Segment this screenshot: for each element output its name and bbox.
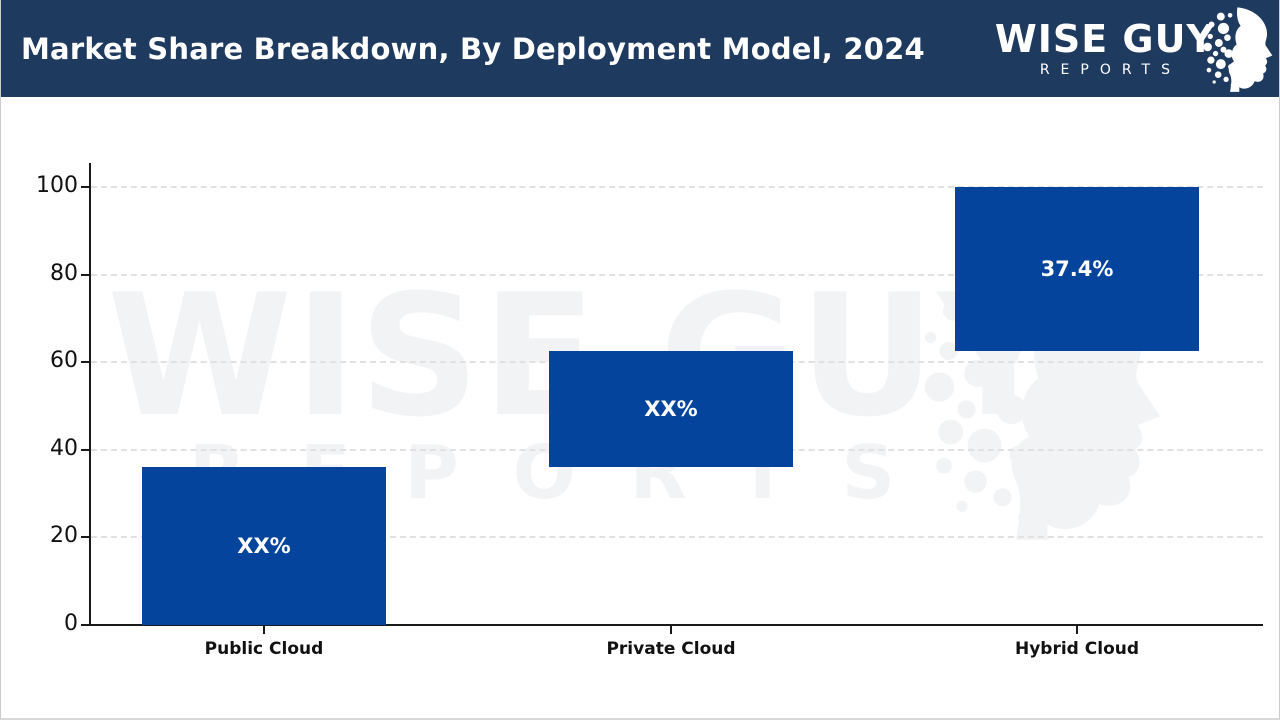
x-tick-label-private-cloud: Private Cloud: [606, 639, 736, 659]
y-tick-label-80: 80: [50, 260, 78, 286]
logo-reports-text: REPORTS: [1039, 61, 1181, 78]
gridline-y-100: [91, 186, 1263, 188]
logo-wise-guy-text: WISE GUY: [994, 17, 1215, 62]
bar-private-cloud: XX%: [549, 350, 793, 468]
y-tick-label-40: 40: [50, 435, 78, 461]
y-tick-label-60: 60: [50, 348, 78, 374]
gridline-y-80: [91, 273, 1263, 276]
bar-value-label-private-cloud: XX%: [644, 397, 698, 422]
x-tick-public-cloud: [263, 626, 265, 634]
bar-value-label-public-cloud: XX%: [237, 534, 291, 559]
x-tick-private-cloud: [670, 626, 672, 634]
x-tick-label-public-cloud: Public Cloud: [204, 639, 324, 659]
y-tick-40: [81, 448, 89, 451]
wise-guy-logo: WISE GUY REPORTS: [995, 4, 1275, 94]
bar-public-cloud: XX%: [142, 467, 386, 625]
y-tick-80: [81, 273, 89, 276]
y-tick-100: [81, 186, 89, 188]
bar-value-label-hybrid-cloud: 37.4%: [1040, 256, 1114, 281]
gridline-y-20: [91, 536, 1263, 539]
x-tick-label-hybrid-cloud: Hybrid Cloud: [1014, 639, 1140, 659]
y-tick-label-100: 100: [36, 173, 78, 198]
y-tick-20: [81, 536, 89, 539]
y-axis-line: [89, 163, 91, 626]
y-tick-label-20: 20: [50, 523, 78, 549]
x-axis-line: [89, 624, 1263, 626]
logo-wordmark: WISE GUY REPORTS: [994, 17, 1215, 78]
y-tick-label-0: 0: [64, 611, 78, 636]
y-tick-0: [81, 624, 89, 626]
chart-title: Market Share Breakdown, By Deployment Mo…: [21, 31, 925, 66]
bar-hybrid-cloud: 37.4%: [955, 187, 1199, 351]
y-tick-60: [81, 361, 89, 364]
x-tick-hybrid-cloud: [1076, 626, 1078, 634]
header-bar: Market Share Breakdown, By Deployment Mo…: [1, 0, 1279, 97]
